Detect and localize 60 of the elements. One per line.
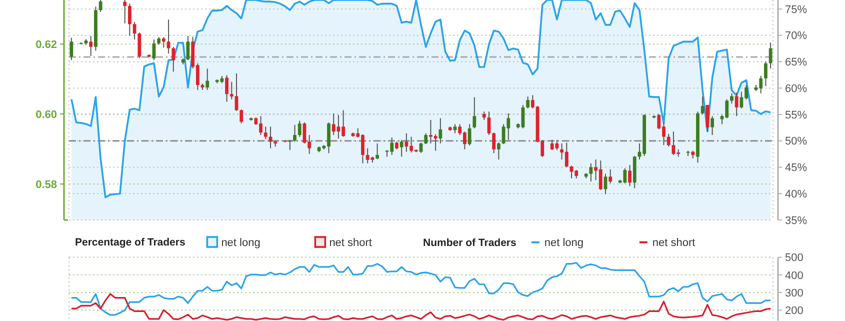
candlestick	[166, 19, 170, 54]
y2-tick-label: 75%	[785, 4, 808, 16]
candlestick	[240, 108, 244, 124]
candlestick	[468, 124, 472, 146]
candlestick	[734, 92, 738, 117]
candlestick	[487, 111, 491, 136]
y2-tick-label: 65%	[785, 56, 808, 69]
y-tick-label: 0.60	[36, 108, 57, 121]
candlestick	[526, 96, 530, 109]
candlestick	[172, 46, 176, 72]
y2-tick-label: 40%	[785, 188, 808, 200]
y2-tick-label: 50%	[785, 136, 808, 148]
y-tick-label: 0.58	[36, 178, 57, 191]
y2-tick-label: 55%	[785, 109, 808, 122]
candlestick	[225, 74, 228, 102]
candlestick	[710, 116, 714, 136]
candlestick	[264, 126, 268, 140]
y2-tick-label: 45%	[785, 162, 808, 174]
candlestick	[438, 118, 442, 144]
legend-title: Percentage of Traders	[75, 236, 186, 249]
legend-label: net long	[544, 237, 584, 250]
y-tick-label: 500	[785, 252, 804, 264]
candlestick	[700, 96, 704, 115]
legend-label: net short	[652, 237, 696, 250]
candlestick	[98, 0, 102, 12]
candlestick	[764, 61, 768, 87]
candlestick	[298, 120, 302, 138]
candlestick	[730, 92, 734, 104]
candlestick	[400, 139, 404, 158]
y-tick-label: 0.62	[36, 38, 57, 51]
y2-tick-label: 35%	[785, 214, 808, 227]
candlestick	[608, 168, 612, 184]
candlestick	[628, 164, 632, 187]
legend-label: net short	[329, 236, 372, 249]
candlestick	[424, 132, 428, 145]
candlestick	[472, 96, 476, 129]
candlestick	[376, 142, 380, 160]
candlestick	[162, 36, 166, 48]
candlestick	[288, 139, 292, 151]
y-tick-label: 400	[785, 270, 804, 282]
candlestick	[128, 3, 132, 37]
candlestick	[123, 0, 127, 24]
candlestick	[492, 132, 496, 154]
legend-title: Number of Traders	[423, 236, 517, 249]
candlestick	[138, 32, 142, 59]
y2-tick-label: 70%	[785, 30, 808, 42]
candlestick	[206, 68, 210, 90]
candlestick	[768, 42, 772, 70]
candlestick	[589, 162, 593, 182]
line-series	[70, 262, 772, 316]
candlestick	[89, 36, 93, 56]
line-series	[70, 293, 772, 321]
y2-tick-label: 60%	[785, 82, 808, 95]
legend-label: net long	[221, 236, 260, 249]
candlestick	[293, 124, 296, 142]
candlestick	[666, 133, 670, 148]
candlestick	[496, 142, 500, 160]
candlestick	[70, 37, 74, 61]
y-tick-label: 300	[785, 287, 804, 300]
y-tick-label: 200	[785, 304, 804, 317]
